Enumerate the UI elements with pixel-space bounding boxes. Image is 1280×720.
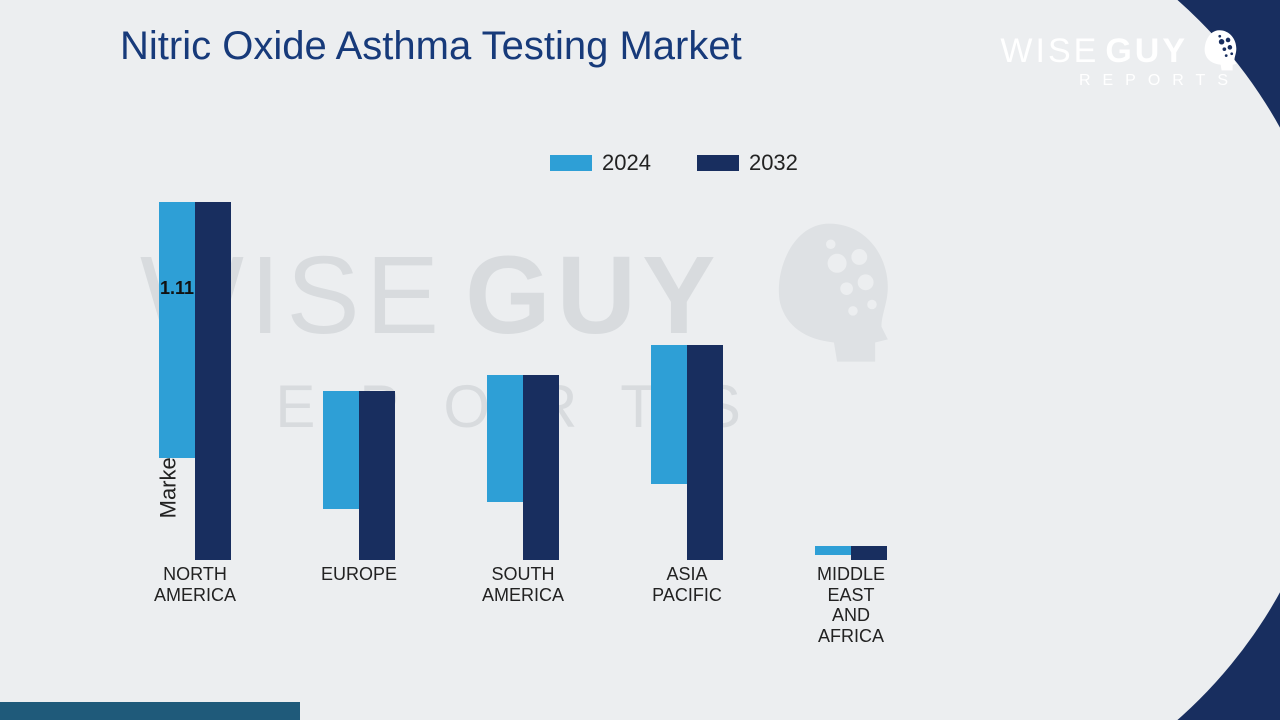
category-label: MIDDLEEASTANDAFRICA xyxy=(786,564,916,647)
bar-group xyxy=(786,546,916,560)
legend-label: 2024 xyxy=(602,150,651,176)
bar-group xyxy=(130,202,260,560)
brand-sub: REPORTS xyxy=(1000,72,1240,90)
bar-2032 xyxy=(523,375,559,560)
legend-item-2024: 2024 xyxy=(550,150,651,176)
legend-label: 2032 xyxy=(749,150,798,176)
chart-title: Nitric Oxide Asthma Testing Market xyxy=(120,24,742,69)
bar-2032 xyxy=(359,391,395,560)
brand-word1: WISE xyxy=(1000,32,1099,71)
brand-word2: GUY xyxy=(1105,32,1188,71)
bar-2032 xyxy=(851,546,887,560)
bar-2024 xyxy=(159,202,195,459)
legend-swatch xyxy=(697,155,739,171)
chart-area: Market Size in USD Billion 2024 2032 1.1… xyxy=(80,150,960,630)
bottom-accent-bar xyxy=(0,702,300,720)
bar-2024 xyxy=(815,546,851,555)
category-label: EUROPE xyxy=(294,564,424,585)
bar-group xyxy=(294,391,424,560)
bar-2032 xyxy=(195,202,231,560)
legend-swatch xyxy=(550,155,592,171)
bar-2024 xyxy=(323,391,359,509)
legend: 2024 2032 xyxy=(550,150,798,176)
canvas: WISE GUY REPORTS Nitric Oxide Asthma Tes… xyxy=(0,0,1280,720)
category-label: NORTHAMERICA xyxy=(130,564,260,605)
plot-area: 1.11 xyxy=(120,190,940,560)
category-label: ASIAPACIFIC xyxy=(622,564,752,605)
bar-2032 xyxy=(687,345,723,560)
x-axis-labels: NORTHAMERICA EUROPE SOUTHAMERICA ASIAPACIFI… xyxy=(120,564,940,644)
bar-2024 xyxy=(487,375,523,502)
head-icon xyxy=(1194,28,1240,74)
brand-logo: WISE GUY REPORTS xyxy=(1000,28,1240,90)
bar-2024 xyxy=(651,345,687,484)
category-label: SOUTHAMERICA xyxy=(458,564,588,605)
bar-value-label: 1.11 xyxy=(147,278,207,299)
bar-group xyxy=(622,345,752,560)
bar-group xyxy=(458,375,588,560)
legend-item-2032: 2032 xyxy=(697,150,798,176)
